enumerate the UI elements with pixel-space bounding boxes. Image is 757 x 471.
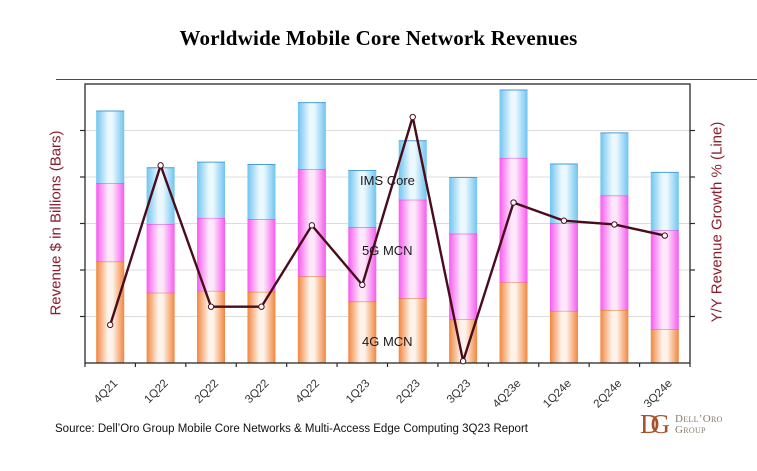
growth-line-marker <box>207 303 215 310</box>
bar-segment-4g-mcn <box>549 310 578 363</box>
category-tick-label: 1Q24e <box>541 378 574 411</box>
growth-line-marker <box>611 221 618 228</box>
bar-segment-4g-mcn <box>600 309 629 363</box>
bar-segment-ims-core <box>297 102 326 170</box>
category-tick-label: 3Q23 <box>445 378 473 406</box>
category-tick-label: 2Q24e <box>592 378 625 411</box>
left-axis-title: Revenue $ in Billions (Bars) <box>47 130 65 316</box>
growth-line-marker <box>459 357 467 365</box>
delloro-logo-line1: Dell’Oro <box>675 413 723 425</box>
category-tick-label: 1Q23 <box>344 378 372 406</box>
delloro-monogram-icon: DG <box>640 409 670 439</box>
growth-line-marker <box>308 222 316 229</box>
bar-segment-4g-mcn <box>650 329 679 363</box>
delloro-logo-text: Dell’Oro Group <box>675 414 723 436</box>
bar-segment-ims-core <box>247 164 276 220</box>
bar-segment-4g-mcn <box>96 261 125 363</box>
delloro-logo: DG Dell’Oro Group <box>640 411 723 438</box>
growth-line-marker <box>258 303 265 310</box>
category-tick-label: 3Q22 <box>243 378 271 406</box>
growth-line-marker <box>560 217 568 224</box>
bar-segment-5g-mcn <box>96 183 125 262</box>
bar-segment-ims-core <box>650 172 679 231</box>
title-divider-line <box>56 79 757 80</box>
right-axis-title: Y/Y Revenue Growth % (Line) <box>708 121 726 323</box>
category-tick-label: 2Q22 <box>193 378 221 406</box>
bar-segment-5g-mcn <box>499 157 528 283</box>
growth-line-marker <box>157 162 164 169</box>
source-note: Source: Dell’Oro Group Mobile Core Netwo… <box>55 423 528 435</box>
bar-segment-ims-core <box>348 170 377 228</box>
growth-line-marker <box>510 199 517 206</box>
bar-segment-5g-mcn <box>348 227 377 302</box>
bar-segment-ims-core <box>197 162 226 218</box>
bar-segment-5g-mcn <box>549 223 578 311</box>
bar-segment-ims-core <box>96 110 125 184</box>
series-label-4g-mcn: 4G MCN <box>362 334 413 349</box>
growth-line <box>109 115 666 363</box>
bar-segment-5g-mcn <box>398 199 427 299</box>
category-tick-label: 4Q23e <box>491 378 524 411</box>
category-tick-label: 1Q22 <box>142 378 170 406</box>
bar-segment-5g-mcn <box>449 233 478 320</box>
growth-line-marker <box>359 281 366 289</box>
bar-segment-5g-mcn <box>650 230 679 330</box>
bar-segment-5g-mcn <box>146 223 175 293</box>
category-tick-label: 4Q22 <box>294 378 322 406</box>
bar-segment-4g-mcn <box>247 291 276 363</box>
series-label-5g-mcn: 5G MCN <box>362 243 413 258</box>
category-tick-label: 3Q24e <box>642 378 675 411</box>
page-title: Worldwide Mobile Core Network Revenues <box>179 26 578 50</box>
category-tick-label: 4Q21 <box>92 378 120 406</box>
bar-segment-ims-core <box>600 132 629 196</box>
category-tick-label: 2Q23 <box>394 378 422 406</box>
bar-segment-4g-mcn <box>398 298 427 363</box>
growth-line-marker <box>409 113 416 121</box>
bar-segment-ims-core <box>449 177 478 234</box>
bar-segment-4g-mcn <box>348 301 377 363</box>
growth-line-marker <box>107 321 114 329</box>
bar-segment-5g-mcn <box>600 195 629 310</box>
growth-line-marker <box>661 232 668 239</box>
bar-segment-4g-mcn <box>297 276 326 363</box>
bar-segment-ims-core <box>499 90 528 158</box>
delloro-logo-line2: Group <box>675 424 706 436</box>
bar-segment-4g-mcn <box>499 282 528 363</box>
bar-segment-5g-mcn <box>247 219 276 292</box>
bar-segment-4g-mcn <box>146 292 175 363</box>
bar-segment-ims-core <box>549 163 578 224</box>
bar-segment-4g-mcn <box>197 290 226 363</box>
series-label-ims-core: IMS Core <box>360 173 415 188</box>
